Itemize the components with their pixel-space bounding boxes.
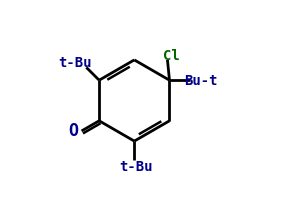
Text: t-Bu: t-Bu: [59, 56, 92, 70]
Text: Cl: Cl: [163, 49, 180, 62]
Text: t-Bu: t-Bu: [120, 159, 153, 173]
Text: Bu-t: Bu-t: [184, 74, 217, 88]
Text: O: O: [68, 121, 78, 139]
